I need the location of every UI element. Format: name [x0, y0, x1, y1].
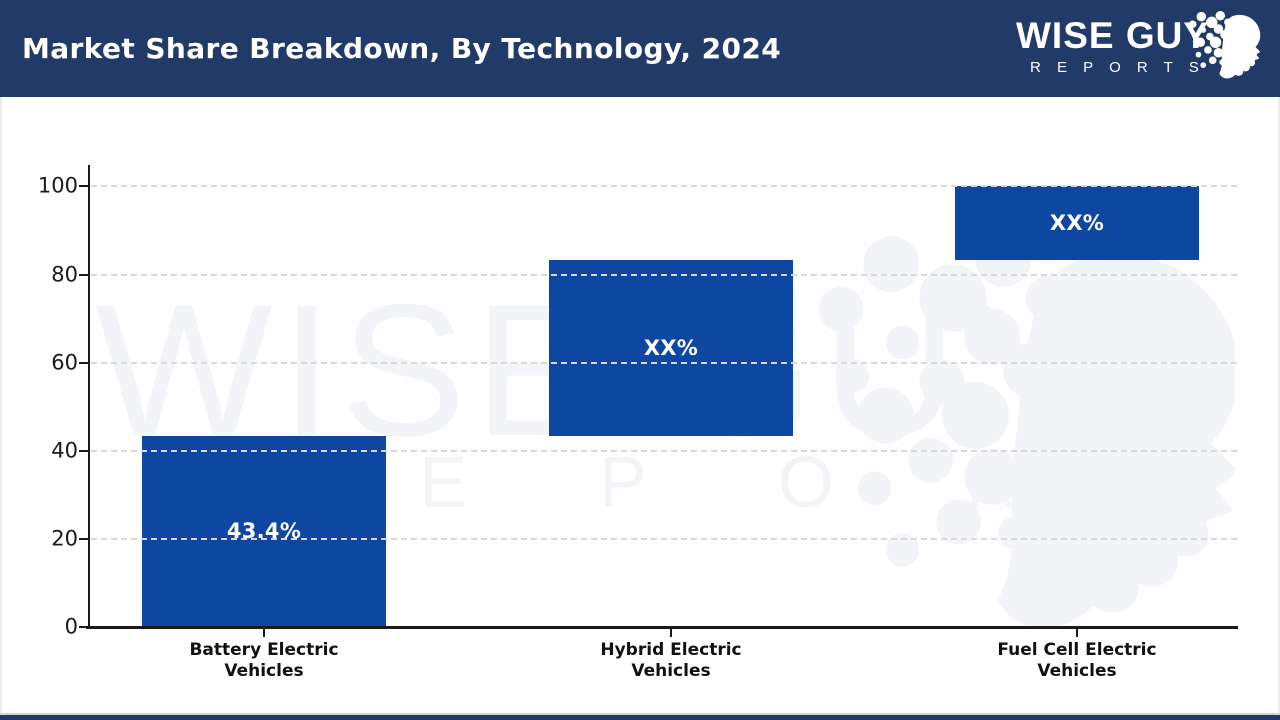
y-tick-mark: [79, 537, 88, 540]
gridline: [91, 273, 1237, 276]
bar-value-label: XX%: [1049, 211, 1105, 236]
logo-subtext: R E P O R T S: [1030, 59, 1205, 76]
y-tick-label: 60: [51, 350, 78, 375]
chart-area: [0, 97, 1280, 714]
page-title: Market Share Breakdown, By Technology, 2…: [22, 32, 782, 65]
y-tick-mark: [79, 273, 88, 276]
x-axis: [86, 626, 1238, 629]
gridline: [91, 361, 1237, 364]
y-axis: [88, 165, 90, 628]
gridline: [91, 537, 1237, 540]
y-tick-label: 100: [37, 173, 78, 198]
y-tick-mark: [79, 626, 88, 628]
wiseguy-reports-logo: WISE GUY R E P O R T S: [1016, 10, 1261, 79]
y-tick-label: 80: [51, 262, 78, 287]
bar: XX%: [955, 186, 1199, 260]
footer-bar: [0, 715, 1280, 720]
y-tick-label: 20: [51, 526, 78, 551]
category-label: Battery Electric Vehicles: [189, 640, 339, 681]
category-label: Fuel Cell Electric Vehicles: [997, 640, 1157, 681]
bar-value-label: XX%: [643, 335, 699, 360]
y-tick-mark: [79, 449, 88, 452]
bar: XX%: [549, 259, 793, 436]
category-label: Hybrid Electric Vehicles: [600, 640, 742, 681]
header-banner: Market Share Breakdown, By Technology, 2…: [0, 0, 1280, 97]
gridline: [91, 449, 1237, 452]
y-tick-label: 0: [64, 614, 78, 639]
footer-divider: [0, 713, 1280, 715]
x-tick-mark: [1076, 628, 1078, 637]
y-tick-mark: [79, 185, 88, 188]
x-tick-mark: [670, 628, 672, 637]
y-tick-label: 40: [51, 438, 78, 463]
y-tick-mark: [79, 361, 88, 364]
x-tick-mark: [263, 628, 265, 637]
gridline: [91, 185, 1237, 188]
logo-wordmark: WISE GUY: [1016, 15, 1209, 56]
bar: 43.4%: [142, 435, 386, 627]
